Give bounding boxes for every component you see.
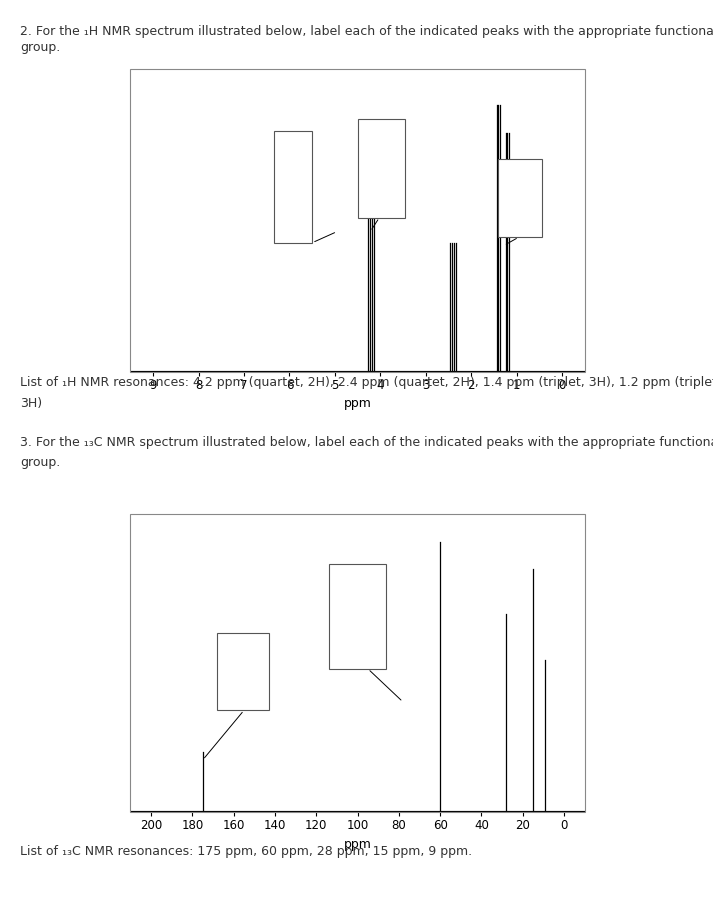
Bar bbox=[498, 159, 541, 237]
Text: 2. For the ₁H NMR spectrum illustrated below, label each of the indicated peaks : 2. For the ₁H NMR spectrum illustrated b… bbox=[20, 25, 713, 38]
Bar bbox=[274, 130, 312, 242]
Bar bbox=[358, 119, 405, 218]
Bar bbox=[217, 633, 269, 711]
X-axis label: ppm: ppm bbox=[344, 838, 371, 851]
Text: List of ₁H NMR resonances: 4.2 ppm (quartet, 2H), 2.4 ppm (quartet, 2H), 1.4 ppm: List of ₁H NMR resonances: 4.2 ppm (quar… bbox=[20, 376, 713, 389]
Text: group.: group. bbox=[20, 456, 60, 469]
X-axis label: ppm: ppm bbox=[344, 397, 371, 410]
Text: List of ₁₃C NMR resonances: 175 ppm, 60 ppm, 28 ppm, 15 ppm, 9 ppm.: List of ₁₃C NMR resonances: 175 ppm, 60 … bbox=[20, 845, 472, 857]
Text: 3. For the ₁₃C NMR spectrum illustrated below, label each of the indicated peaks: 3. For the ₁₃C NMR spectrum illustrated … bbox=[20, 436, 713, 449]
Bar bbox=[329, 564, 386, 669]
Bar bbox=[130, 514, 585, 812]
Text: 3H): 3H) bbox=[20, 397, 42, 409]
Text: group.: group. bbox=[20, 41, 60, 54]
Bar bbox=[130, 69, 585, 372]
